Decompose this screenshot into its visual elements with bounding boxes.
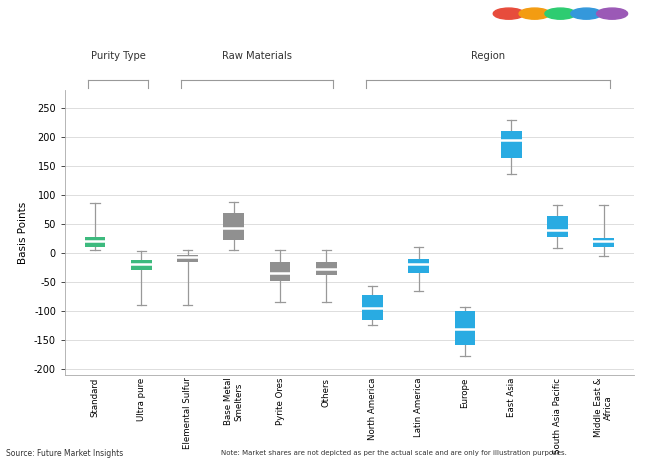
Circle shape xyxy=(493,8,525,19)
Bar xyxy=(547,216,568,237)
Text: Note: Market shares are not depicted as per the actual scale and are only for il: Note: Market shares are not depicted as … xyxy=(221,450,567,456)
Circle shape xyxy=(597,8,628,19)
Bar xyxy=(408,259,429,273)
Text: fmi: fmi xyxy=(547,27,580,45)
Text: Source: Future Market Insights: Source: Future Market Insights xyxy=(6,449,124,458)
Text: Raw Materials: Raw Materials xyxy=(222,51,292,61)
Bar xyxy=(362,295,383,320)
Bar xyxy=(224,213,244,240)
Bar xyxy=(131,260,151,270)
Text: Market, 2022-2032: Market, 2022-2032 xyxy=(7,45,124,55)
Circle shape xyxy=(571,8,602,19)
Bar xyxy=(500,131,521,158)
Bar xyxy=(593,238,614,247)
Y-axis label: Basis Points: Basis Points xyxy=(18,202,29,264)
Text: Projected BPS Change in Market for Key Segments in Global Sulfuric Acid: Projected BPS Change in Market for Key S… xyxy=(7,17,456,27)
Text: Purity Type: Purity Type xyxy=(91,51,146,61)
Text: Future Market Insights: Future Market Insights xyxy=(523,53,604,59)
Bar xyxy=(270,261,291,281)
Bar xyxy=(454,311,475,345)
Circle shape xyxy=(545,8,576,19)
Bar xyxy=(177,255,198,261)
Circle shape xyxy=(519,8,550,19)
Bar xyxy=(84,236,105,247)
Bar xyxy=(316,261,337,275)
Text: Region: Region xyxy=(471,51,505,61)
